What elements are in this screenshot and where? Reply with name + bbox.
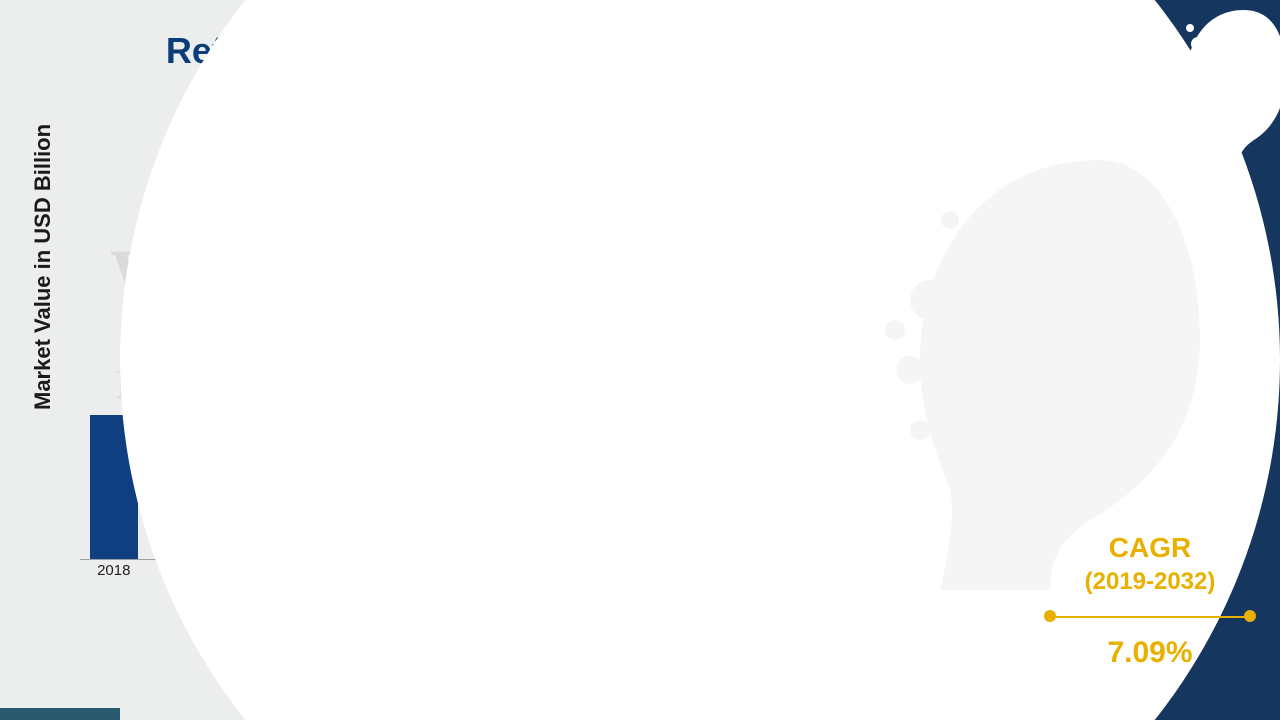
brand-logo-bottom: REPORTS: [1019, 60, 1176, 76]
brand-logo: WISE GUY REPORTS: [1019, 30, 1180, 76]
cagr-value: 7.09%: [1020, 636, 1280, 670]
cagr-divider-dot-right: [1244, 610, 1256, 622]
cagr-label: CAGR: [1020, 532, 1280, 564]
cagr-divider-line: [1050, 616, 1250, 618]
side-panel: WISE GUY REPORTS CAGR (2019-2032) 7.09%: [960, 0, 1280, 720]
cagr-divider: [1050, 606, 1250, 626]
y-axis-label: Market Value in USD Billion: [30, 124, 56, 410]
cagr-block: CAGR (2019-2032) 7.09%: [1020, 532, 1280, 670]
x-tick-label: 2018: [80, 562, 148, 579]
cagr-divider-dot-left: [1044, 610, 1056, 622]
canvas: WISE GUY REPORTS Refrigerant Recovery Se…: [0, 0, 1280, 720]
brand-logo-top: WISE GUY: [1019, 30, 1180, 64]
footer-accent-bar: [0, 708, 120, 720]
cagr-period: (2019-2032): [1020, 568, 1280, 596]
